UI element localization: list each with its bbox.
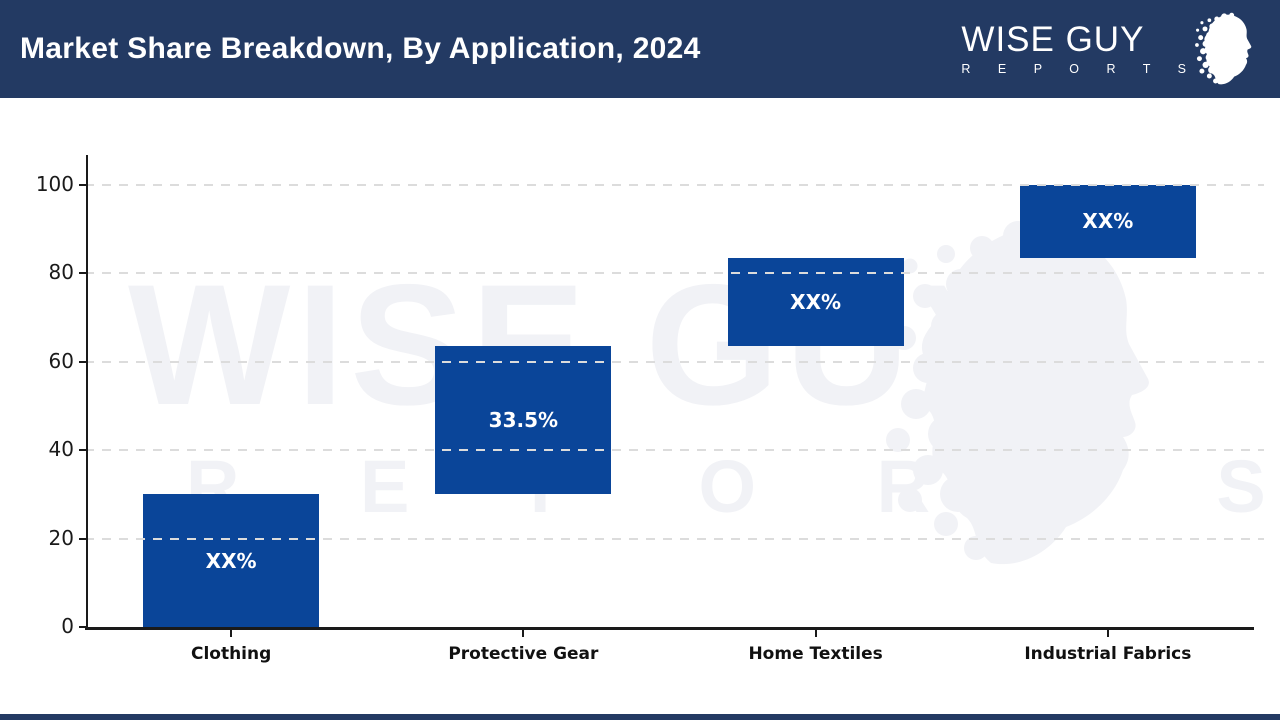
y-tick-40	[79, 449, 86, 452]
y-tick-label: 60	[48, 348, 74, 373]
bar-value-label: XX%	[790, 290, 842, 315]
x-category-label: Industrial Fabrics	[1024, 644, 1192, 664]
bar-value-label: XX%	[1082, 209, 1134, 234]
x-tick-2	[814, 630, 817, 637]
gridline-40	[85, 449, 1264, 452]
x-tick-0	[230, 630, 233, 637]
x-axis	[85, 627, 1254, 630]
page-title: Market Share Breakdown, By Application, …	[20, 32, 701, 65]
y-tick-60	[79, 360, 86, 363]
logo-text: WISE GUY R E P O R T S	[961, 22, 1198, 76]
logo-wordmark: WISE GUY	[961, 20, 1145, 60]
y-tick-label: 80	[48, 260, 74, 285]
footer-bar	[0, 714, 1280, 720]
gridline-20	[85, 537, 1264, 540]
chart-area: WISE GUY R E P O R T S 0 20 40 60 80 100 XX% Cl…	[0, 98, 1280, 714]
gridline-60	[85, 360, 1264, 363]
y-tick-20	[79, 537, 86, 540]
gridline-80	[85, 272, 1264, 275]
logo-subtext: R E P O R T S	[961, 62, 1198, 77]
y-axis	[86, 155, 88, 630]
x-category-label: Clothing	[190, 644, 272, 664]
y-tick-100	[79, 184, 86, 186]
bar-clothing	[143, 494, 320, 627]
watermark-subtext: R E P O R T S	[186, 445, 1280, 528]
header: Market Share Breakdown, By Application, …	[0, 0, 1280, 98]
y-tick-label: 20	[48, 525, 74, 550]
x-tick-3	[1106, 630, 1109, 637]
y-tick-80	[79, 272, 86, 275]
x-category-label: Protective Gear	[448, 644, 599, 664]
x-category-label: Home Textiles	[748, 644, 883, 664]
wise-guy-logo: WISE GUY R E P O R T S	[961, 10, 1254, 88]
y-tick-label: 0	[61, 614, 74, 638]
y-tick-0	[79, 626, 86, 628]
bar-protective-gear	[435, 346, 612, 495]
gridline-100	[85, 184, 1264, 186]
bar-value-label: 33.5%	[488, 408, 559, 433]
y-tick-label: 100	[35, 172, 74, 196]
y-tick-label: 40	[48, 437, 74, 462]
dotted-head-profile-icon	[1192, 12, 1254, 88]
x-tick-1	[522, 630, 525, 637]
bar-value-label: XX%	[205, 548, 257, 573]
